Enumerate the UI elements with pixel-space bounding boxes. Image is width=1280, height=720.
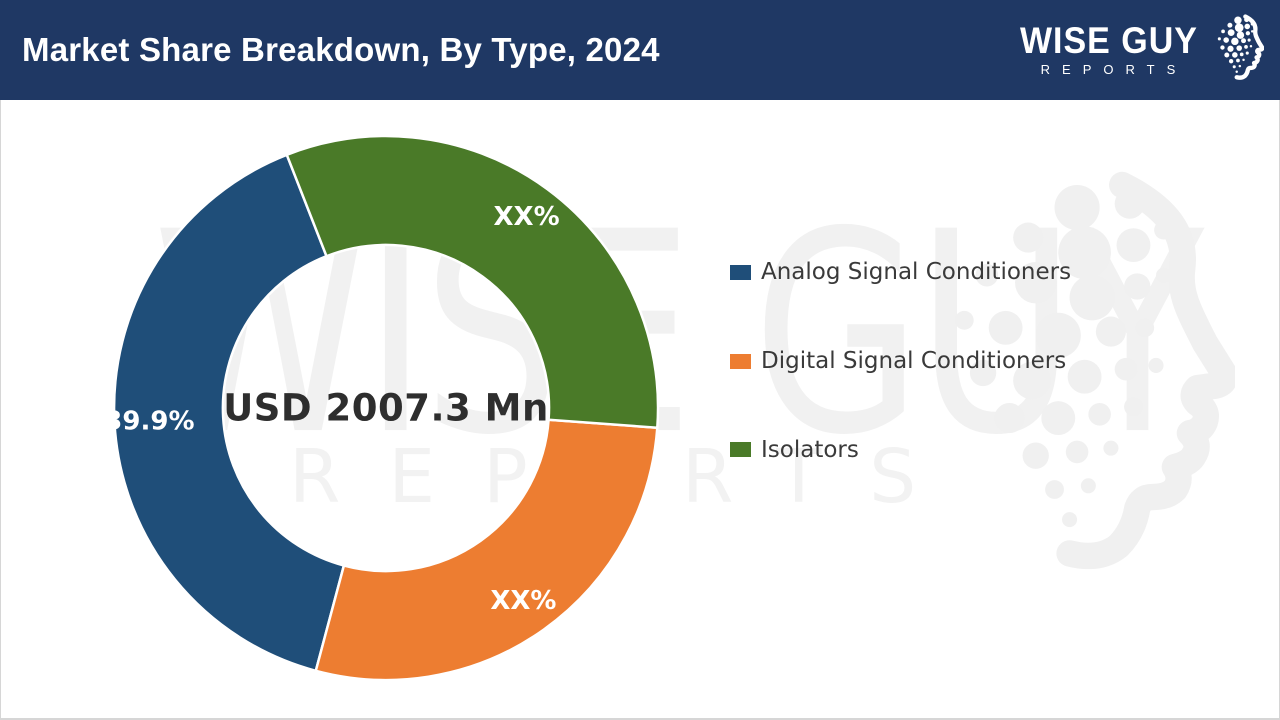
- legend-label: Digital Signal Conditioners: [761, 347, 1067, 374]
- legend-item: Digital Signal Conditioners: [730, 347, 1071, 376]
- chart-center-value: USD 2007.3 Mn: [223, 386, 549, 430]
- brand-logo-text: WISE GUY REPORTS: [1019, 20, 1198, 77]
- dotted-head-icon: [1202, 10, 1264, 90]
- legend-swatch: [730, 264, 751, 280]
- slice-percentage-label: XX%: [490, 586, 556, 616]
- legend-label: Isolators: [761, 436, 859, 463]
- page-title: Market Share Breakdown, By Type, 2024: [22, 31, 660, 68]
- legend-swatch: [730, 353, 751, 369]
- donut-segment-2: [285, 134, 660, 429]
- donut-chart: 39.9% XX% XX%: [104, 134, 660, 682]
- slice-percentage-label: XX%: [494, 202, 560, 232]
- legend-swatch: [730, 442, 751, 458]
- slice-percentage-label: 39.9%: [104, 406, 194, 436]
- legend: Analog Signal Conditioners Digital Signal…: [730, 258, 1071, 464]
- legend-item: Analog Signal Conditioners: [730, 258, 1071, 287]
- donut-segment-0: [112, 153, 346, 673]
- brand-name: WISE GUY: [1019, 20, 1198, 62]
- legend-item: Isolators: [730, 436, 1071, 465]
- header-bar: Market Share Breakdown, By Type, 2024 WI…: [0, 0, 1280, 100]
- chart-canvas: WISE GUY REPORTS 39.9%XX%XX% USD 2007.3 …: [0, 100, 1280, 720]
- brand-subtitle: REPORTS: [1040, 62, 1188, 77]
- brand-logo: WISE GUY REPORTS: [1020, 0, 1264, 100]
- legend-label: Analog Signal Conditioners: [761, 259, 1072, 285]
- donut-segment-1: [314, 418, 659, 682]
